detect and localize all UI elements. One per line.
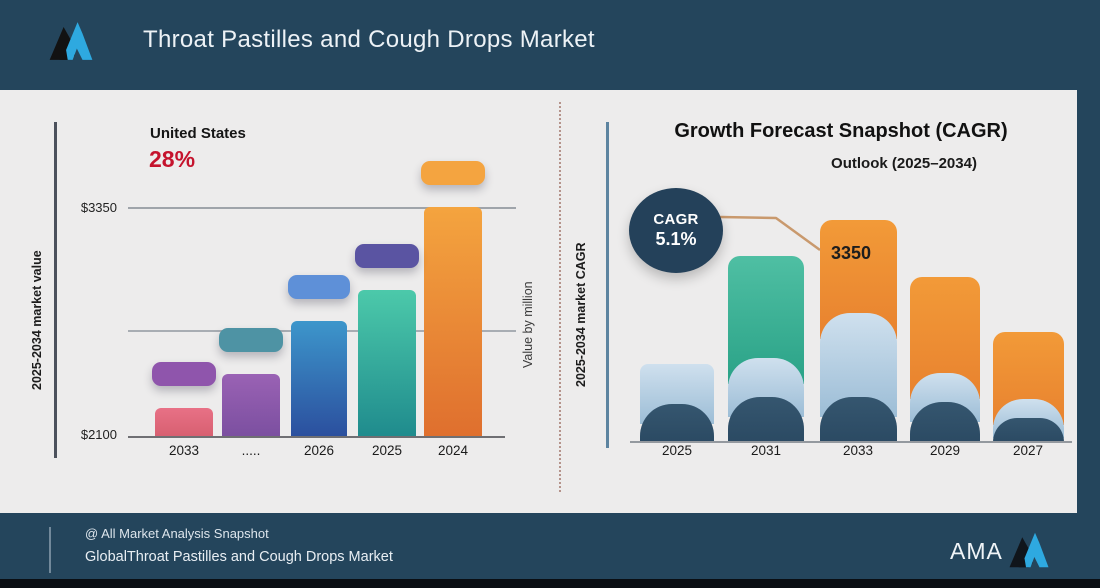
bar-cap-2024 (421, 161, 485, 185)
left-x-axis-line (128, 436, 505, 438)
bar-cap-..... (219, 328, 283, 353)
cagr-badge-value: 5.1% (655, 229, 697, 249)
bar-2033 (155, 407, 213, 437)
country-label: United States (150, 125, 246, 142)
bar-2025 (358, 289, 416, 437)
bar-cap-2033 (152, 361, 216, 386)
panel-divider (559, 102, 561, 492)
bar-cap-2026 (288, 275, 350, 300)
bar-2024 (424, 207, 482, 437)
x-label-.....: ..... (241, 443, 261, 458)
x-label-2033: 2033 (842, 443, 874, 458)
x-label-2031: 2031 (750, 443, 782, 458)
cagr-badge: CAGR 5.1% (629, 188, 723, 273)
country-growth-value: 28% (149, 146, 196, 172)
x-label-2026: 2026 (303, 443, 335, 458)
x-label-2033: 2033 (168, 443, 200, 458)
footer-divider (49, 527, 51, 573)
right-y-axis-line (606, 122, 609, 448)
bar-segment-base-2027 (992, 418, 1064, 442)
footer-brand-text: AMA (950, 538, 1003, 564)
right-x-axis-line (630, 441, 1072, 443)
ama-mountain-logo-icon (1009, 532, 1049, 568)
ama-logo-header (48, 20, 94, 62)
ama-mountain-logo-icon (49, 22, 93, 60)
bar-segment-base-2029 (910, 402, 980, 442)
x-label-2024: 2024 (437, 443, 469, 458)
cagr-connector-line (716, 205, 824, 255)
bar-2026 (291, 321, 347, 437)
x-label-2029: 2029 (929, 443, 961, 458)
footer-source-line: @ All Market Analysis Snapshot (85, 526, 269, 541)
bar-value-callout: 3350 (830, 243, 872, 263)
x-label-2027: 2027 (1012, 443, 1044, 458)
cagr-badge-label: CAGR (653, 211, 699, 228)
left-y-axis-line (54, 122, 57, 458)
x-label-2025: 2025 (661, 443, 693, 458)
right-chart-subtitle: Outlook (2025–2034) (831, 155, 977, 172)
x-label-2025: 2025 (371, 443, 403, 458)
left-tick-2100: $2100 (80, 427, 117, 442)
left-gridline-top (128, 207, 516, 209)
bar-segment-base-2033 (819, 397, 897, 442)
ama-logo-footer (1008, 531, 1050, 569)
bar-segment-base-2031 (728, 397, 804, 442)
bar-..... (222, 374, 280, 437)
footer-report-title: GlobalThroat Pastilles and Cough Drops M… (85, 549, 393, 565)
right-y-axis-label: 2025-2034 market CAGR (574, 242, 588, 388)
bar-cap-2025 (355, 243, 419, 268)
bottom-edge-strip (0, 579, 1100, 588)
right-chart-title: Growth Forecast Snapshot (CAGR) (674, 120, 1008, 142)
bar-segment-base-2025 (640, 404, 714, 442)
left-y-axis-label: 2025-2034 market value (30, 250, 44, 390)
page-title: Throat Pastilles and Cough Drops Market (143, 26, 595, 53)
left-tick-3350: $3350 (80, 200, 117, 215)
value-by-million-label: Value by million (521, 281, 535, 369)
